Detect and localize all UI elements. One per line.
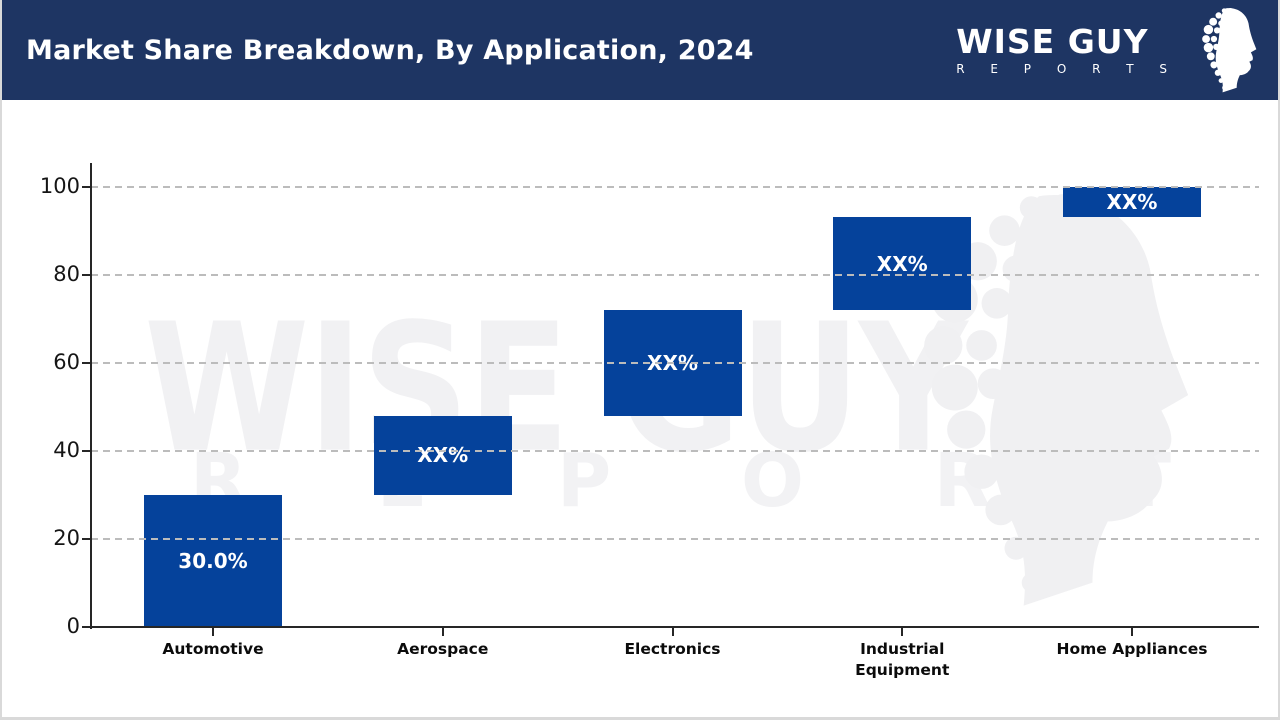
y-axis-tick-label-40: 40 xyxy=(53,437,80,462)
bar-home-appliances: XX% xyxy=(1063,186,1201,218)
bar-automotive: 30.0% xyxy=(144,494,282,627)
logo-text: WISE GUY R E P O R T S xyxy=(956,21,1178,76)
bar-value-label-automotive: 30.0% xyxy=(178,548,248,573)
watermark-wordmark: WISE GUY xyxy=(144,286,968,493)
gridline-60 xyxy=(91,361,1259,364)
category-label-aerospace: Aerospace xyxy=(397,640,489,658)
y-axis-tick-label-60: 60 xyxy=(53,349,80,374)
y-axis-tick-mark xyxy=(82,361,90,364)
category-label-automotive: Automotive xyxy=(162,640,264,658)
header-bar: Market Share Breakdown, By Application, … xyxy=(2,0,1278,100)
y-axis-tick-mark xyxy=(82,449,90,452)
bar-value-label-industrial-equipment: XX% xyxy=(876,251,928,276)
x-axis-tick-mark xyxy=(212,628,214,636)
gridline-40 xyxy=(91,449,1259,452)
y-axis-tick-label-80: 80 xyxy=(53,261,80,286)
bar-value-label-home-appliances: XX% xyxy=(1106,189,1158,214)
y-axis-tick-label-20: 20 xyxy=(53,525,80,550)
y-axis-tick-label-0: 0 xyxy=(66,614,80,638)
gridline-80 xyxy=(91,273,1259,276)
y-axis-tick-mark xyxy=(82,537,90,540)
wise-guy-reports-logo: WISE GUY R E P O R T S xyxy=(956,6,1258,94)
y-axis-line xyxy=(90,163,92,629)
y-axis-tick-label-100: 100 xyxy=(39,173,80,198)
x-axis-tick-mark xyxy=(441,628,444,636)
logo-wordmark: WISE GUY xyxy=(956,21,1149,61)
y-axis-tick-mark xyxy=(82,185,90,188)
bar-industrial-equipment: XX% xyxy=(833,217,972,310)
category-label-electronics: Electronics xyxy=(624,640,721,658)
y-axis-tick-mark xyxy=(82,626,90,628)
x-axis-tick-mark xyxy=(901,628,904,636)
y-axis-tick-mark xyxy=(82,273,90,276)
bar-value-label-aerospace: XX% xyxy=(417,443,469,468)
x-axis-line xyxy=(90,626,1259,628)
page-title: Market Share Breakdown, By Application, … xyxy=(26,34,754,66)
bar-aerospace: XX% xyxy=(373,415,512,495)
logo-subtitle: R E P O R T S xyxy=(956,61,1178,76)
category-label-home-appliances: Home Appliances xyxy=(1056,640,1208,658)
x-axis-tick-mark xyxy=(1131,628,1133,636)
gridline-100 xyxy=(91,185,1259,188)
dotted-head-logo-icon xyxy=(1184,6,1258,94)
gridline-20 xyxy=(91,537,1259,540)
category-label-industrial-equipment: Industrial Equipment xyxy=(855,640,950,679)
x-axis-tick-mark xyxy=(671,628,674,636)
